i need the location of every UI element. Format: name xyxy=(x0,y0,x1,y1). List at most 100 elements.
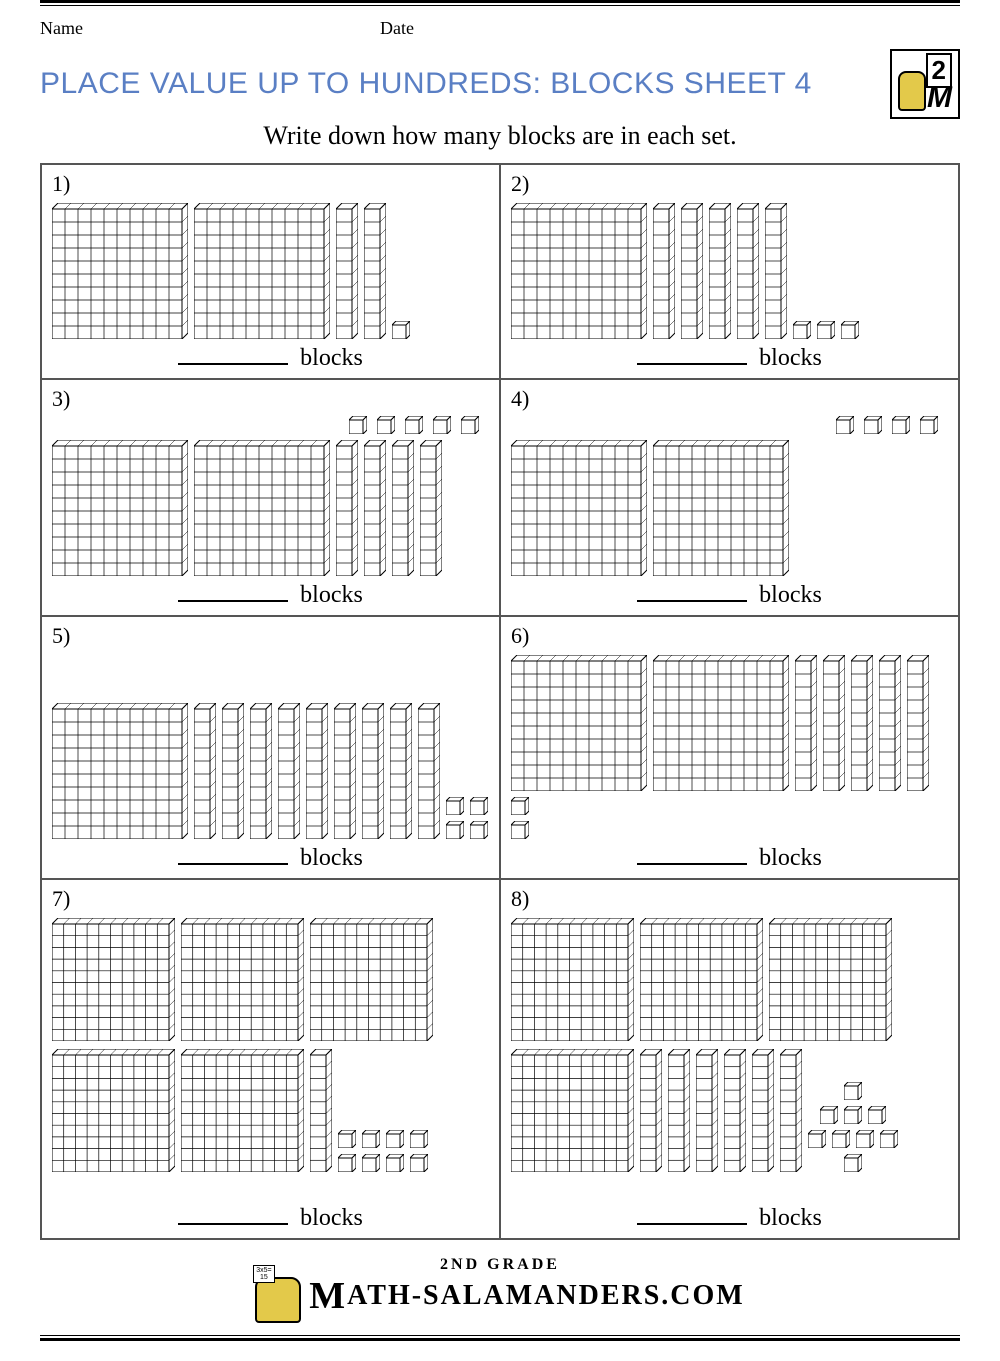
hundred-block xyxy=(511,440,647,576)
hundred-block xyxy=(653,440,789,576)
hundred-block xyxy=(769,918,892,1041)
question-grid: 1) blocks 2) blocks 3) xyxy=(40,163,960,1240)
unit-cube xyxy=(386,1154,404,1172)
blocks-visual xyxy=(511,201,948,341)
question-number: 3) xyxy=(52,386,489,412)
unit-cube xyxy=(386,1130,404,1148)
blocks-visual xyxy=(511,438,948,578)
answer-line[interactable]: blocks xyxy=(52,1201,489,1234)
answer-line[interactable]: blocks xyxy=(511,578,948,611)
unit-cube xyxy=(362,1154,380,1172)
hundred-block xyxy=(194,440,330,576)
ten-rod xyxy=(306,703,328,839)
answer-blank[interactable] xyxy=(637,863,747,865)
ten-rod xyxy=(362,703,384,839)
unit-cube xyxy=(392,321,410,339)
ten-rod xyxy=(737,203,759,339)
unit-cube xyxy=(470,821,488,839)
answer-line[interactable]: blocks xyxy=(511,341,948,374)
hundred-block xyxy=(52,203,188,339)
answer-blank[interactable] xyxy=(178,1223,288,1225)
hundred-block xyxy=(181,1049,304,1172)
answer-blank[interactable] xyxy=(178,600,288,602)
answer-blank[interactable] xyxy=(637,363,747,365)
hundred-block xyxy=(52,918,175,1041)
unit-cube xyxy=(864,416,882,434)
answer-unit: blocks xyxy=(759,345,822,371)
unit-cube xyxy=(880,1130,898,1148)
unit-cube xyxy=(817,321,835,339)
answer-unit: blocks xyxy=(300,1205,363,1231)
hundred-block xyxy=(511,203,647,339)
unit-cube xyxy=(793,321,811,339)
ones-group xyxy=(793,321,859,339)
ten-rod xyxy=(765,203,787,339)
ten-rod xyxy=(418,703,440,839)
unit-cube xyxy=(410,1154,428,1172)
footer: 2ND GRADE MATH-SALAMANDERS.COM xyxy=(40,1240,960,1323)
blocks-visual xyxy=(52,916,489,1201)
header-fields: Name Date xyxy=(40,14,960,49)
blocks-visual xyxy=(511,653,948,841)
ten-rod xyxy=(364,203,386,339)
ten-rod xyxy=(390,703,412,839)
answer-blank[interactable] xyxy=(178,863,288,865)
answer-unit: blocks xyxy=(300,582,363,608)
hundred-block xyxy=(181,918,304,1041)
unit-cube xyxy=(461,416,479,434)
blocks-visual xyxy=(511,916,948,1201)
instruction-text: Write down how many blocks are in each s… xyxy=(40,119,960,163)
footer-salamander-icon xyxy=(255,1277,301,1323)
ten-rod xyxy=(709,203,731,339)
answer-line[interactable]: blocks xyxy=(511,1201,948,1234)
unit-cube xyxy=(446,821,464,839)
ten-rod xyxy=(310,1049,332,1172)
unit-cube xyxy=(433,416,451,434)
answer-unit: blocks xyxy=(759,845,822,871)
blocks-visual xyxy=(52,438,489,578)
question-number: 6) xyxy=(511,623,948,649)
question-number: 4) xyxy=(511,386,948,412)
hundred-block xyxy=(52,703,188,839)
unit-cube xyxy=(836,416,854,434)
answer-line[interactable]: blocks xyxy=(52,578,489,611)
name-label: Name xyxy=(40,18,380,39)
answer-blank[interactable] xyxy=(637,1223,747,1225)
unit-cube xyxy=(844,1154,862,1172)
unit-cube xyxy=(470,797,488,815)
answer-line[interactable]: blocks xyxy=(511,841,948,874)
ten-rod xyxy=(668,1049,690,1172)
hundred-block xyxy=(653,655,789,791)
ten-rod xyxy=(364,440,386,576)
m-icon: M xyxy=(927,81,952,115)
question-number: 7) xyxy=(52,886,489,912)
answer-blank[interactable] xyxy=(178,363,288,365)
unit-cube xyxy=(920,416,938,434)
ten-rod xyxy=(420,440,442,576)
blocks-visual xyxy=(52,653,489,841)
ten-rod xyxy=(724,1049,746,1172)
unit-cube xyxy=(338,1130,356,1148)
ten-rod xyxy=(278,703,300,839)
ones-group xyxy=(511,797,529,839)
question-cell: 5) blocks xyxy=(41,616,500,879)
footer-site: MATH-SALAMANDERS.COM xyxy=(309,1280,744,1311)
ten-rod xyxy=(823,655,845,791)
answer-blank[interactable] xyxy=(637,600,747,602)
unit-cube xyxy=(841,321,859,339)
question-number: 8) xyxy=(511,886,948,912)
answer-line[interactable]: blocks xyxy=(52,341,489,374)
answer-unit: blocks xyxy=(300,845,363,871)
hundred-block xyxy=(511,655,647,791)
question-cell: 3) blocks xyxy=(41,379,500,616)
unit-cube xyxy=(844,1106,862,1124)
answer-line[interactable]: blocks xyxy=(52,841,489,874)
unit-cube xyxy=(868,1106,886,1124)
ten-rod xyxy=(752,1049,774,1172)
question-cell: 8) blocks xyxy=(500,879,959,1239)
ones-group xyxy=(338,1130,428,1172)
ones-row-top xyxy=(511,416,948,434)
ten-rod xyxy=(681,203,703,339)
date-label: Date xyxy=(380,18,414,39)
ten-rod xyxy=(250,703,272,839)
